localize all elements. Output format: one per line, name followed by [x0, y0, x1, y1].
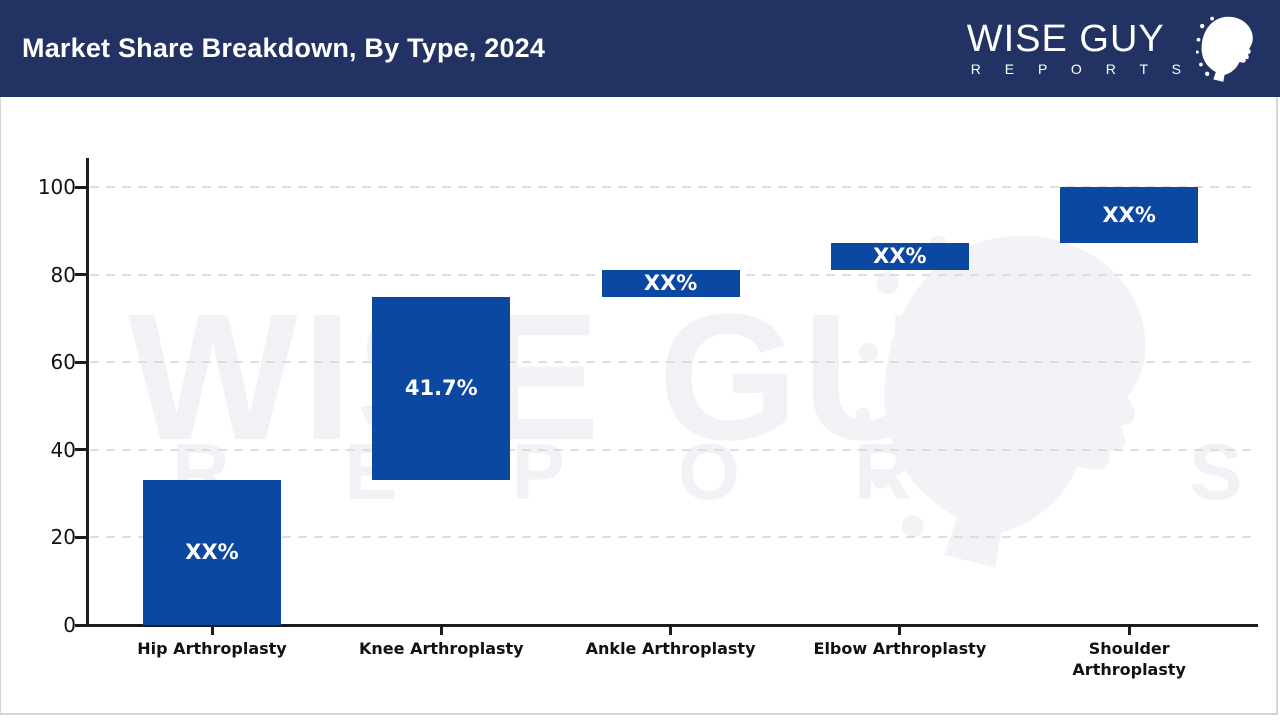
x-tick-mark: [439, 627, 443, 635]
y-tick-mark: [75, 623, 86, 627]
bar-value-label: XX%: [873, 244, 927, 269]
bar-elbow-arthroplasty: XX%: [830, 243, 969, 270]
gridline: [90, 448, 1256, 451]
y-tick-label: 40: [50, 437, 76, 462]
y-tick-mark: [75, 273, 86, 277]
bar-value-label: XX%: [1102, 203, 1156, 228]
bar-value-label: XX%: [185, 540, 239, 565]
y-tick-mark: [75, 535, 86, 539]
bar-shoulder-arthroplasty: XX%: [1060, 187, 1199, 244]
chart-title: Market Share Breakdown, By Type, 2024: [22, 33, 546, 63]
logo-wiseguy-text: WISE GUY: [966, 18, 1165, 60]
y-tick-mark: [75, 360, 86, 364]
x-category-label: Ankle Arthroplasty: [585, 639, 756, 658]
x-category-label: Hip Arthroplasty: [137, 639, 287, 658]
logo-head-icon: [1196, 13, 1258, 85]
gridline: [90, 186, 1256, 188]
y-tick-label: 0: [63, 613, 76, 637]
x-tick-mark: [898, 627, 902, 635]
y-tick-label: 20: [50, 525, 76, 550]
x-axis-line: [86, 624, 1258, 627]
bar-value-label: 41.7%: [404, 376, 478, 401]
wiseguy-logo: WISE GUY R E P O R T S: [967, 13, 1258, 85]
bar-value-label: XX%: [643, 271, 698, 296]
y-tick-label: 60: [50, 350, 76, 375]
x-category-label: Knee Arthroplasty: [359, 639, 524, 658]
header-bar: Market Share Breakdown, By Type, 2024 WI…: [0, 0, 1280, 97]
y-tick-mark: [75, 185, 86, 189]
x-tick-mark: [210, 627, 214, 635]
y-axis-line: [86, 158, 89, 627]
logo-reports-text: R E P O R T S: [970, 61, 1191, 77]
x-tick-mark: [1127, 627, 1131, 635]
bar-ankle-arthroplasty: XX%: [601, 269, 740, 297]
x-tick-mark: [669, 627, 673, 635]
x-category-label: Elbow Arthroplasty: [813, 639, 987, 658]
y-tick-label: 100: [37, 175, 76, 199]
gridline: [90, 536, 1256, 539]
y-tick-mark: [75, 448, 86, 452]
x-category-label: Shoulder Arthroplasty: [1072, 639, 1186, 679]
bar-knee-arthroplasty: 41.7%: [372, 296, 511, 480]
y-tick-label: 80: [50, 262, 76, 287]
logo-text: WISE GUY R E P O R T S: [967, 20, 1191, 77]
gridline: [90, 361, 1256, 364]
bar-hip-arthroplasty: XX%: [143, 479, 281, 625]
